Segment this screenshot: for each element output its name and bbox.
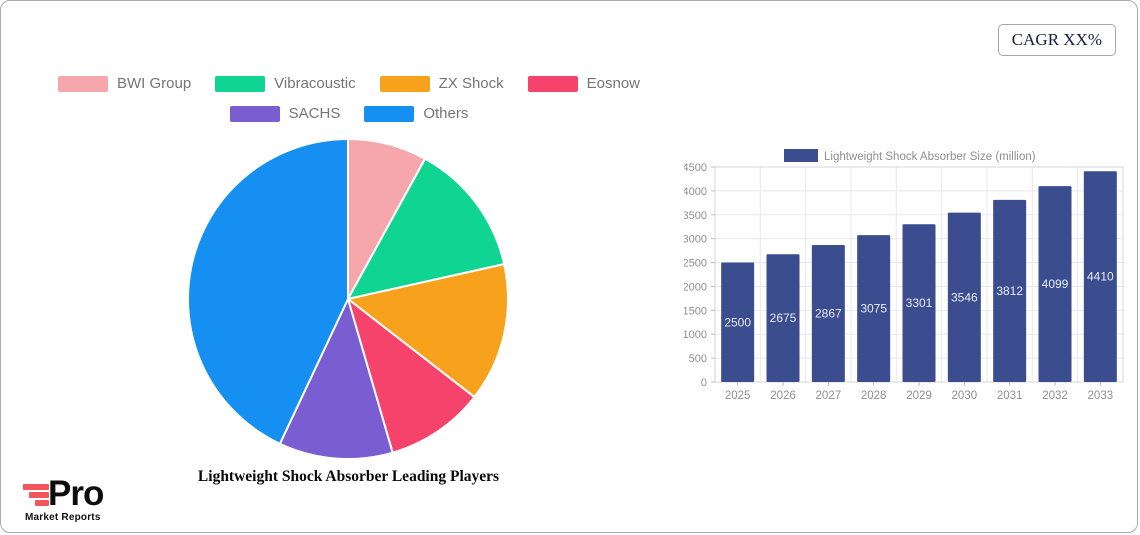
brand-logo: Pro Market Reports <box>23 474 104 523</box>
bar-value-label: 2675 <box>770 311 797 325</box>
x-axis-label: 2026 <box>770 390 796 402</box>
y-axis-label: 3500 <box>684 210 707 222</box>
y-axis-label: 4500 <box>684 162 707 174</box>
legend-swatch <box>215 75 266 92</box>
legend-item-bwi-group: BWI Group <box>57 75 192 92</box>
legend-item-zx-shock: ZX Shock <box>379 75 504 92</box>
bar-2027 <box>811 245 845 382</box>
y-axis-label: 2000 <box>684 281 707 293</box>
bar-value-label: 3075 <box>860 302 887 316</box>
y-axis-label: 2500 <box>684 258 707 270</box>
bar-2029 <box>902 224 936 382</box>
pie-slice-others <box>187 138 349 445</box>
y-axis-label: 1500 <box>684 305 707 317</box>
legend-item-sachs: SACHS <box>229 105 341 122</box>
bar-value-label: 3546 <box>951 290 978 304</box>
pie-slice-zx-shock <box>347 263 509 399</box>
x-axis-label: 2025 <box>725 390 751 402</box>
x-axis-label: 2031 <box>997 390 1023 402</box>
bar-value-label: 3301 <box>906 296 933 310</box>
pie-legend: BWI Group Vibracoustic ZX Shock Eosnow SACHS… <box>29 75 669 122</box>
legend-item-vibracoustic: Vibracoustic <box>215 75 356 92</box>
x-axis-label: 2030 <box>952 390 978 402</box>
bar-2025 <box>721 262 755 382</box>
cagr-badge: CAGR XX% <box>997 24 1116 56</box>
bar-2032 <box>1038 186 1072 382</box>
pie-chart-title: Lightweight Shock Absorber Leading Playe… <box>197 468 500 485</box>
bar-chart: Lightweight Shock Absorber Size (million… <box>683 141 1136 409</box>
y-axis-label: 3000 <box>684 234 707 246</box>
legend-item-others: Others <box>364 105 468 122</box>
bar-legend-swatch <box>784 149 818 162</box>
bar-value-label: 2867 <box>815 307 842 321</box>
legend-swatch <box>229 105 280 122</box>
bar-2028 <box>857 235 891 382</box>
legend-label: ZX Shock <box>438 75 504 92</box>
bar-value-label: 3812 <box>996 284 1023 298</box>
legend-label: SACHS <box>288 105 341 122</box>
legend-swatch <box>57 75 108 92</box>
y-axis-label: 4000 <box>684 186 707 198</box>
logo-name: Pro <box>48 474 104 513</box>
pie-chart <box>186 137 510 461</box>
y-axis-label: 1000 <box>684 329 707 341</box>
x-axis-label: 2027 <box>816 390 842 402</box>
pie-slice-sachs <box>278 298 394 460</box>
legend-swatch <box>364 105 415 122</box>
bar-value-label: 4099 <box>1042 277 1069 291</box>
bar-value-label: 2500 <box>724 315 751 329</box>
x-axis-label: 2033 <box>1088 390 1114 402</box>
legend-label: Eosnow <box>586 75 641 92</box>
legend-swatch <box>379 75 430 92</box>
legend-swatch <box>527 75 578 92</box>
legend-label: Vibracoustic <box>274 75 356 92</box>
bar-2026 <box>766 254 800 382</box>
y-axis-label: 0 <box>701 377 707 389</box>
legend-label: BWI Group <box>116 75 192 92</box>
y-axis-label: 500 <box>689 353 707 365</box>
x-axis-label: 2029 <box>906 390 932 402</box>
legend-item-eosnow: Eosnow <box>527 75 641 92</box>
bar-legend-label: Lightweight Shock Absorber Size (million… <box>824 151 1036 163</box>
bar-2031 <box>993 199 1027 382</box>
bar-2030 <box>947 212 981 382</box>
logo-subtitle: Market Reports <box>25 512 101 523</box>
legend-label: Others <box>423 105 469 122</box>
x-axis-label: 2032 <box>1042 390 1068 402</box>
logo-stripes-icon <box>23 484 49 506</box>
bar-value-label: 4410 <box>1087 270 1114 284</box>
pie-slice-vibracoustic <box>347 157 506 300</box>
bar-2033 <box>1083 171 1117 382</box>
x-axis-label: 2028 <box>861 390 887 402</box>
pie-slice-eosnow <box>347 298 476 454</box>
